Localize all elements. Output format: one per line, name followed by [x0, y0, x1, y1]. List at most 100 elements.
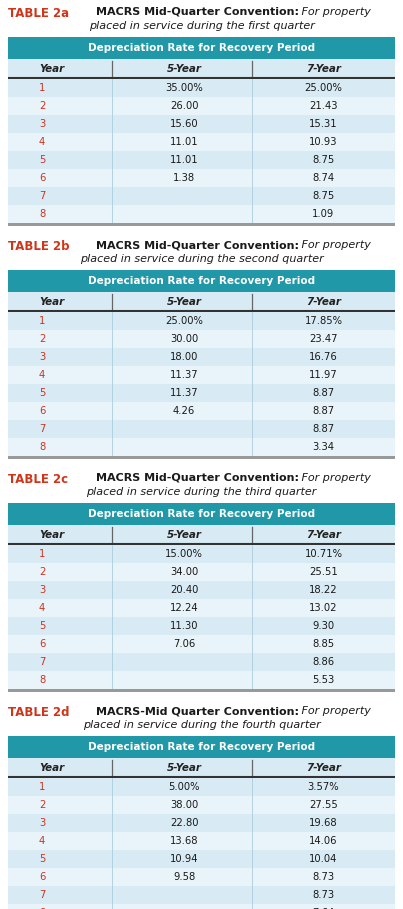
- Text: 5-Year: 5-Year: [166, 763, 202, 773]
- Text: For property: For property: [298, 706, 371, 716]
- Text: For property: For property: [298, 7, 371, 17]
- Text: 10.94: 10.94: [170, 854, 198, 864]
- Text: 2: 2: [39, 567, 45, 577]
- Text: 1: 1: [39, 549, 45, 559]
- Text: 26.00: 26.00: [170, 101, 198, 111]
- Text: 25.00%: 25.00%: [165, 316, 203, 326]
- Text: 3: 3: [39, 119, 45, 129]
- Text: 1: 1: [39, 782, 45, 792]
- Text: 7.64: 7.64: [312, 908, 334, 909]
- Text: 19.68: 19.68: [309, 818, 338, 828]
- Text: Depreciation Rate for Recovery Period: Depreciation Rate for Recovery Period: [88, 43, 315, 53]
- Text: 1: 1: [39, 316, 45, 326]
- Text: 5: 5: [39, 155, 45, 165]
- Text: 18.22: 18.22: [309, 585, 338, 595]
- Text: Year: Year: [39, 297, 64, 307]
- Text: 27.55: 27.55: [309, 800, 338, 810]
- Text: 16.76: 16.76: [309, 352, 338, 362]
- Text: 5: 5: [39, 854, 45, 864]
- Text: 13.02: 13.02: [309, 603, 338, 613]
- Text: 6: 6: [39, 406, 45, 416]
- Text: 8.86: 8.86: [312, 657, 334, 667]
- Text: MACRS Mid-Quarter Convention:: MACRS Mid-Quarter Convention:: [96, 473, 299, 483]
- Text: 8: 8: [39, 675, 45, 685]
- Text: 35.00%: 35.00%: [165, 83, 203, 93]
- Text: 7-Year: 7-Year: [306, 64, 341, 74]
- Text: 21.43: 21.43: [309, 101, 338, 111]
- Text: 25.00%: 25.00%: [305, 83, 342, 93]
- Text: 3: 3: [39, 352, 45, 362]
- Text: 3.57%: 3.57%: [307, 782, 339, 792]
- Text: 15.00%: 15.00%: [165, 549, 203, 559]
- Text: 10.71%: 10.71%: [304, 549, 343, 559]
- Text: 1.38: 1.38: [173, 173, 195, 183]
- Text: 4.26: 4.26: [173, 406, 195, 416]
- Text: 2: 2: [39, 800, 45, 810]
- Text: 3: 3: [39, 818, 45, 828]
- Text: 23.47: 23.47: [309, 334, 338, 344]
- Text: 4: 4: [39, 370, 45, 380]
- Text: 3: 3: [39, 585, 45, 595]
- Text: 11.97: 11.97: [309, 370, 338, 380]
- Text: 8.73: 8.73: [312, 872, 334, 882]
- Text: 11.37: 11.37: [170, 388, 198, 398]
- Text: 6: 6: [39, 639, 45, 649]
- Text: 7: 7: [39, 191, 45, 201]
- Text: 11.30: 11.30: [170, 621, 198, 631]
- Text: 1.09: 1.09: [312, 209, 334, 219]
- Text: placed in service during the second quarter: placed in service during the second quar…: [80, 254, 323, 264]
- Text: For property: For property: [298, 473, 371, 483]
- Text: 38.00: 38.00: [170, 800, 198, 810]
- Text: 5.53: 5.53: [312, 675, 334, 685]
- Text: 7: 7: [39, 424, 45, 434]
- Text: 5-Year: 5-Year: [166, 64, 202, 74]
- Text: 5: 5: [39, 388, 45, 398]
- Text: placed in service during the fourth quarter: placed in service during the fourth quar…: [83, 720, 320, 730]
- Text: TABLE 2c: TABLE 2c: [8, 473, 68, 486]
- Text: 8.75: 8.75: [312, 155, 334, 165]
- Text: TABLE 2d: TABLE 2d: [8, 706, 69, 719]
- Text: 8.85: 8.85: [312, 639, 334, 649]
- Text: 8: 8: [39, 209, 45, 219]
- Text: 1: 1: [39, 83, 45, 93]
- Text: 5-Year: 5-Year: [166, 297, 202, 307]
- Text: placed in service during the third quarter: placed in service during the third quart…: [86, 487, 317, 497]
- Text: 6: 6: [39, 872, 45, 882]
- Text: TABLE 2b: TABLE 2b: [8, 240, 69, 253]
- Text: 8.73: 8.73: [312, 890, 334, 900]
- Text: 15.31: 15.31: [309, 119, 338, 129]
- Text: 2: 2: [39, 334, 45, 344]
- Text: Depreciation Rate for Recovery Period: Depreciation Rate for Recovery Period: [88, 276, 315, 286]
- Text: 9.58: 9.58: [173, 872, 195, 882]
- Text: For property: For property: [298, 240, 371, 250]
- Text: 9.30: 9.30: [312, 621, 334, 631]
- Text: 18.00: 18.00: [170, 352, 198, 362]
- Text: 8.74: 8.74: [312, 173, 334, 183]
- Text: 34.00: 34.00: [170, 567, 198, 577]
- Text: 12.24: 12.24: [170, 603, 198, 613]
- Text: 15.60: 15.60: [170, 119, 198, 129]
- Text: 7-Year: 7-Year: [306, 297, 341, 307]
- Text: 4: 4: [39, 603, 45, 613]
- Text: 8: 8: [39, 908, 45, 909]
- Text: 25.51: 25.51: [309, 567, 338, 577]
- Text: 2: 2: [39, 101, 45, 111]
- Text: 22.80: 22.80: [170, 818, 198, 828]
- Text: 13.68: 13.68: [170, 836, 198, 846]
- Text: 20.40: 20.40: [170, 585, 198, 595]
- Text: 11.37: 11.37: [170, 370, 198, 380]
- Text: 8.75: 8.75: [312, 191, 334, 201]
- Text: 7-Year: 7-Year: [306, 763, 341, 773]
- Text: 6: 6: [39, 173, 45, 183]
- Text: 7: 7: [39, 657, 45, 667]
- Text: 8: 8: [39, 442, 45, 452]
- Text: Depreciation Rate for Recovery Period: Depreciation Rate for Recovery Period: [88, 509, 315, 519]
- Text: 3.34: 3.34: [312, 442, 334, 452]
- Text: 7.06: 7.06: [173, 639, 195, 649]
- Text: 8.87: 8.87: [312, 406, 334, 416]
- Text: 8.87: 8.87: [312, 388, 334, 398]
- Text: 7: 7: [39, 890, 45, 900]
- Text: MACRS Mid-Quarter Convention:: MACRS Mid-Quarter Convention:: [96, 240, 299, 250]
- Text: TABLE 2a: TABLE 2a: [8, 7, 69, 20]
- Text: placed in service during the first quarter: placed in service during the first quart…: [89, 21, 314, 31]
